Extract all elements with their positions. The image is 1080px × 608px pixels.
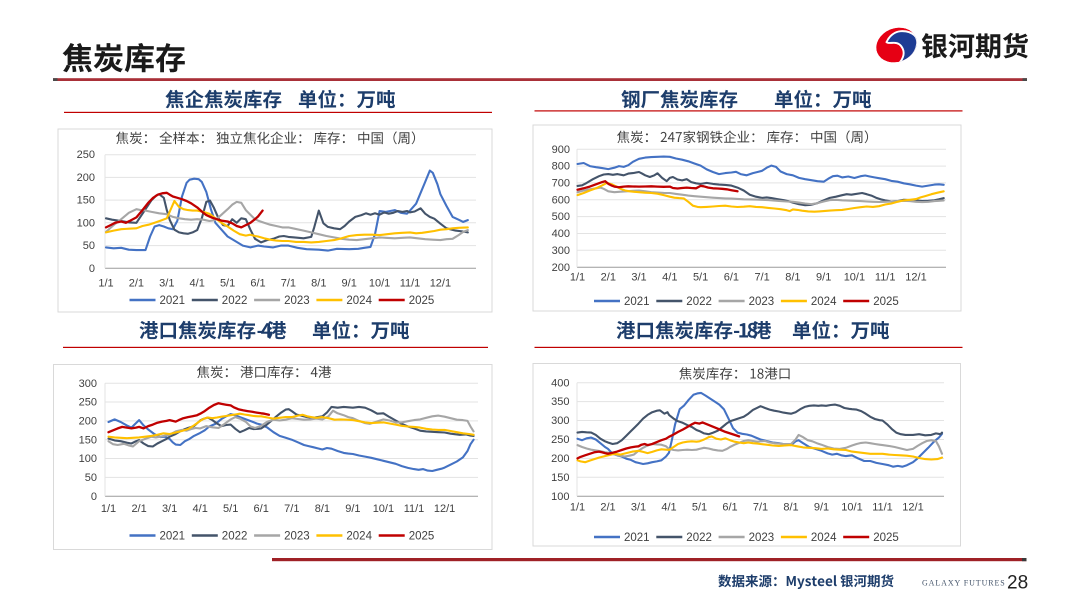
svg-text:250: 250 <box>77 149 95 161</box>
svg-text:2023: 2023 <box>749 532 775 544</box>
svg-text:100: 100 <box>551 491 569 503</box>
svg-text:0: 0 <box>91 491 97 503</box>
svg-text:2022: 2022 <box>686 532 712 544</box>
svg-text:5/1: 5/1 <box>223 503 238 515</box>
svg-text:250: 250 <box>551 434 569 446</box>
svg-text:200: 200 <box>77 172 95 184</box>
svg-text:200: 200 <box>551 453 569 465</box>
svg-text:11/1: 11/1 <box>404 503 425 515</box>
svg-text:150: 150 <box>79 434 97 446</box>
svg-text:300: 300 <box>551 415 569 427</box>
svg-text:7/1: 7/1 <box>284 503 299 515</box>
svg-text:50: 50 <box>85 472 97 484</box>
svg-text:900: 900 <box>552 144 570 156</box>
svg-text:1/1: 1/1 <box>570 272 585 284</box>
svg-text:11/1: 11/1 <box>872 502 893 514</box>
svg-text:150: 150 <box>77 195 95 207</box>
svg-text:12/1: 12/1 <box>434 503 455 515</box>
svg-text:6/1: 6/1 <box>254 503 269 515</box>
svg-text:12/1: 12/1 <box>430 278 451 290</box>
svg-text:350: 350 <box>551 396 569 408</box>
svg-text:6/1: 6/1 <box>250 278 265 290</box>
svg-text:4/1: 4/1 <box>662 272 677 284</box>
svg-text:2024: 2024 <box>811 296 837 308</box>
svg-text:10/1: 10/1 <box>369 278 390 290</box>
svg-text:3/1: 3/1 <box>162 503 177 515</box>
svg-text:1/1: 1/1 <box>570 502 585 514</box>
svg-text:8/1: 8/1 <box>785 272 800 284</box>
svg-text:1/1: 1/1 <box>98 278 113 290</box>
svg-text:7/1: 7/1 <box>753 502 768 514</box>
svg-text:5/1: 5/1 <box>693 272 708 284</box>
svg-text:9/1: 9/1 <box>814 502 829 514</box>
svg-text:400: 400 <box>551 377 569 389</box>
svg-text:3/1: 3/1 <box>631 502 646 514</box>
svg-text:10/1: 10/1 <box>844 272 865 284</box>
svg-text:2025: 2025 <box>873 296 899 308</box>
svg-text:200: 200 <box>552 262 570 274</box>
svg-text:2022: 2022 <box>222 295 248 307</box>
svg-text:GALAXY FUTURES: GALAXY FUTURES <box>922 579 1006 588</box>
svg-text:1/1: 1/1 <box>101 503 116 515</box>
svg-text:800: 800 <box>552 161 570 173</box>
svg-text:2021: 2021 <box>624 296 650 308</box>
svg-text:6/1: 6/1 <box>724 272 739 284</box>
svg-text:2023: 2023 <box>284 295 310 307</box>
svg-text:12/1: 12/1 <box>902 502 923 514</box>
svg-text:9/1: 9/1 <box>342 278 357 290</box>
svg-text:2025: 2025 <box>873 532 899 544</box>
svg-text:2/1: 2/1 <box>601 272 616 284</box>
svg-text:9/1: 9/1 <box>345 503 360 515</box>
svg-text:2023: 2023 <box>284 531 310 543</box>
svg-text:3/1: 3/1 <box>631 272 646 284</box>
svg-text:4/1: 4/1 <box>193 503 208 515</box>
svg-text:0: 0 <box>89 263 95 275</box>
svg-text:11/1: 11/1 <box>400 278 421 290</box>
svg-text:7/1: 7/1 <box>754 272 769 284</box>
svg-text:250: 250 <box>79 397 97 409</box>
svg-text:10/1: 10/1 <box>373 503 394 515</box>
svg-text:2/1: 2/1 <box>129 278 144 290</box>
svg-text:2021: 2021 <box>624 532 650 544</box>
svg-text:2023: 2023 <box>749 296 775 308</box>
svg-text:4/1: 4/1 <box>661 502 676 514</box>
svg-text:8/1: 8/1 <box>315 503 330 515</box>
svg-text:2022: 2022 <box>686 296 712 308</box>
svg-text:300: 300 <box>552 245 570 257</box>
svg-text:100: 100 <box>77 217 95 229</box>
svg-text:2025: 2025 <box>409 295 435 307</box>
svg-text:700: 700 <box>552 178 570 190</box>
svg-text:2024: 2024 <box>346 295 372 307</box>
svg-text:600: 600 <box>552 194 570 206</box>
svg-text:28: 28 <box>1007 573 1028 594</box>
svg-text:2/1: 2/1 <box>600 502 615 514</box>
svg-text:300: 300 <box>79 378 97 390</box>
svg-text:150: 150 <box>551 472 569 484</box>
svg-text:2024: 2024 <box>346 531 372 543</box>
svg-text:2025: 2025 <box>409 531 435 543</box>
svg-text:9/1: 9/1 <box>816 272 831 284</box>
svg-text:12/1: 12/1 <box>905 272 926 284</box>
svg-text:11/1: 11/1 <box>875 272 896 284</box>
svg-text:100: 100 <box>79 453 97 465</box>
svg-text:6/1: 6/1 <box>722 502 737 514</box>
svg-text:5/1: 5/1 <box>692 502 707 514</box>
svg-text:7/1: 7/1 <box>281 278 296 290</box>
svg-text:5/1: 5/1 <box>220 278 235 290</box>
svg-text:2024: 2024 <box>811 532 837 544</box>
svg-text:4/1: 4/1 <box>190 278 205 290</box>
svg-text:8/1: 8/1 <box>783 502 798 514</box>
svg-text:2021: 2021 <box>160 531 186 543</box>
svg-text:2022: 2022 <box>222 531 248 543</box>
svg-text:200: 200 <box>79 416 97 428</box>
svg-text:400: 400 <box>552 228 570 240</box>
svg-text:8/1: 8/1 <box>311 278 326 290</box>
svg-text:50: 50 <box>83 240 95 252</box>
svg-text:3/1: 3/1 <box>159 278 174 290</box>
svg-text:500: 500 <box>552 211 570 223</box>
svg-text:2/1: 2/1 <box>131 503 146 515</box>
svg-text:2021: 2021 <box>160 295 186 307</box>
svg-text:10/1: 10/1 <box>841 502 862 514</box>
